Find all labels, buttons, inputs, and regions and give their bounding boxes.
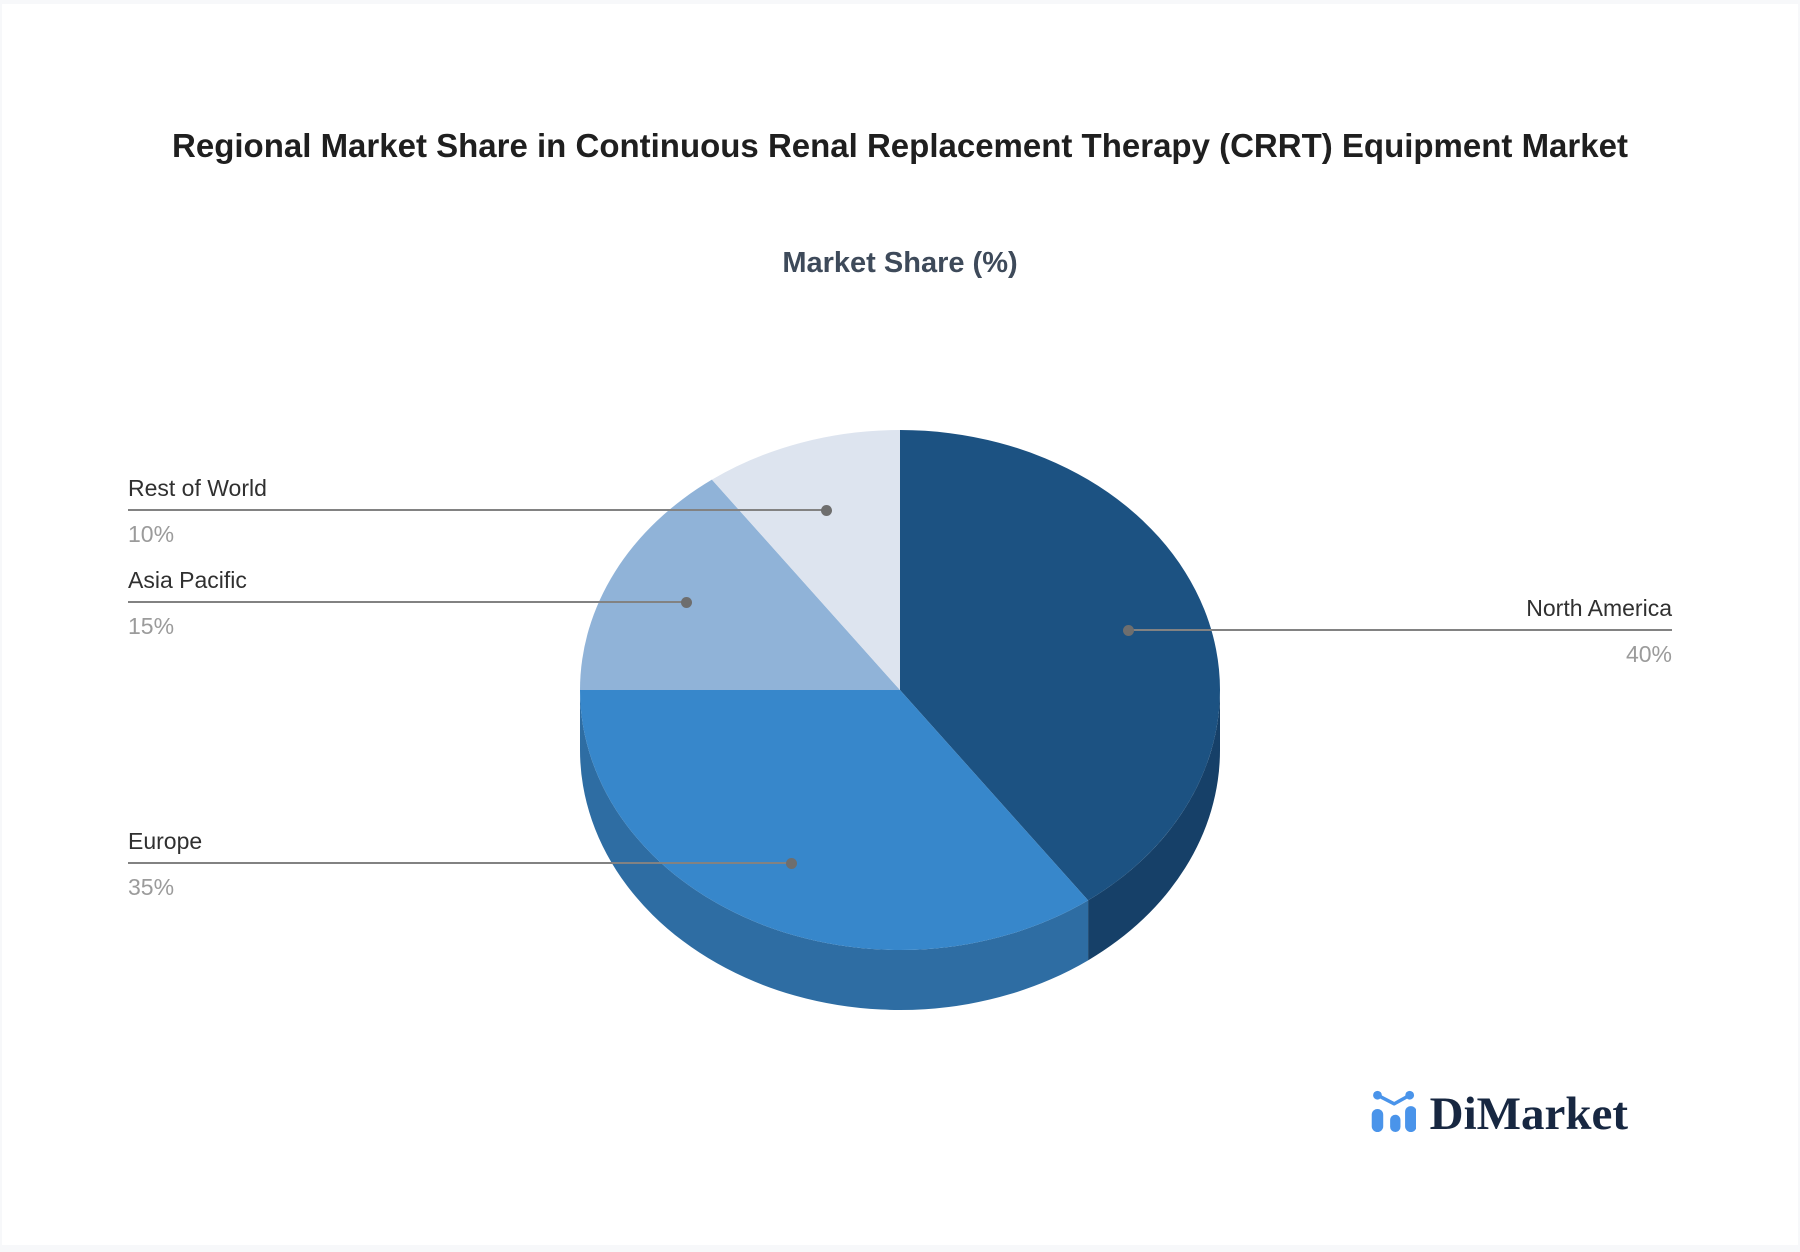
brand-logo-text: DiMarket [1429, 1088, 1628, 1141]
leader-dot-asia-pacific [681, 597, 692, 608]
leader-line-north-america [1123, 625, 1672, 636]
slice-label-north-america: North America [1526, 595, 1672, 621]
label-block-north-america: North America 40% [1123, 593, 1672, 669]
label-block-europe: Europe 35% [128, 826, 797, 902]
label-block-asia-pacific: Asia Pacific 15% [128, 565, 692, 641]
pie-slice-europe[interactable] [580, 690, 1089, 951]
leader-dot-north-america [1123, 625, 1134, 636]
label-block-rest-of-world: Rest of World 10% [128, 473, 832, 549]
leader-dot-rest-of-world [821, 505, 832, 516]
pie-rim-europe [580, 690, 1089, 1011]
pie-slice-rest-of-world[interactable] [711, 430, 900, 690]
pie-slice-north-america[interactable] [900, 430, 1221, 901]
leader-line-europe [128, 858, 797, 869]
slice-percentage-rest-of-world: 10% [128, 521, 175, 547]
slice-label-rest-of-world: Rest of World [128, 475, 267, 501]
chart-title: Regional Market Share in Continuous Rena… [172, 127, 1628, 164]
slice-percentage-asia-pacific: 15% [128, 613, 175, 639]
bar-line-chart-icon [1371, 1090, 1416, 1132]
leader-line-asia-pacific [128, 597, 692, 608]
frame-top [0, 0, 1800, 4]
brand-logo: DiMarket [1370, 1086, 1628, 1141]
frame-left [0, 0, 2, 1252]
pie-rim-north-america [1088, 690, 1220, 961]
pie-slice-asia-pacific[interactable] [580, 479, 900, 690]
frame-bottom [0, 1245, 1800, 1252]
leader-line-rest-of-world [128, 505, 832, 516]
slice-label-asia-pacific: Asia Pacific [128, 567, 247, 593]
leader-dot-europe [786, 858, 797, 869]
slice-percentage-europe: 35% [128, 874, 175, 900]
slice-label-europe: Europe [128, 828, 203, 854]
chart-subtitle: Market Share (%) [782, 247, 1018, 279]
frame-right [1798, 0, 1800, 1252]
slice-percentage-north-america: 40% [1625, 641, 1672, 667]
